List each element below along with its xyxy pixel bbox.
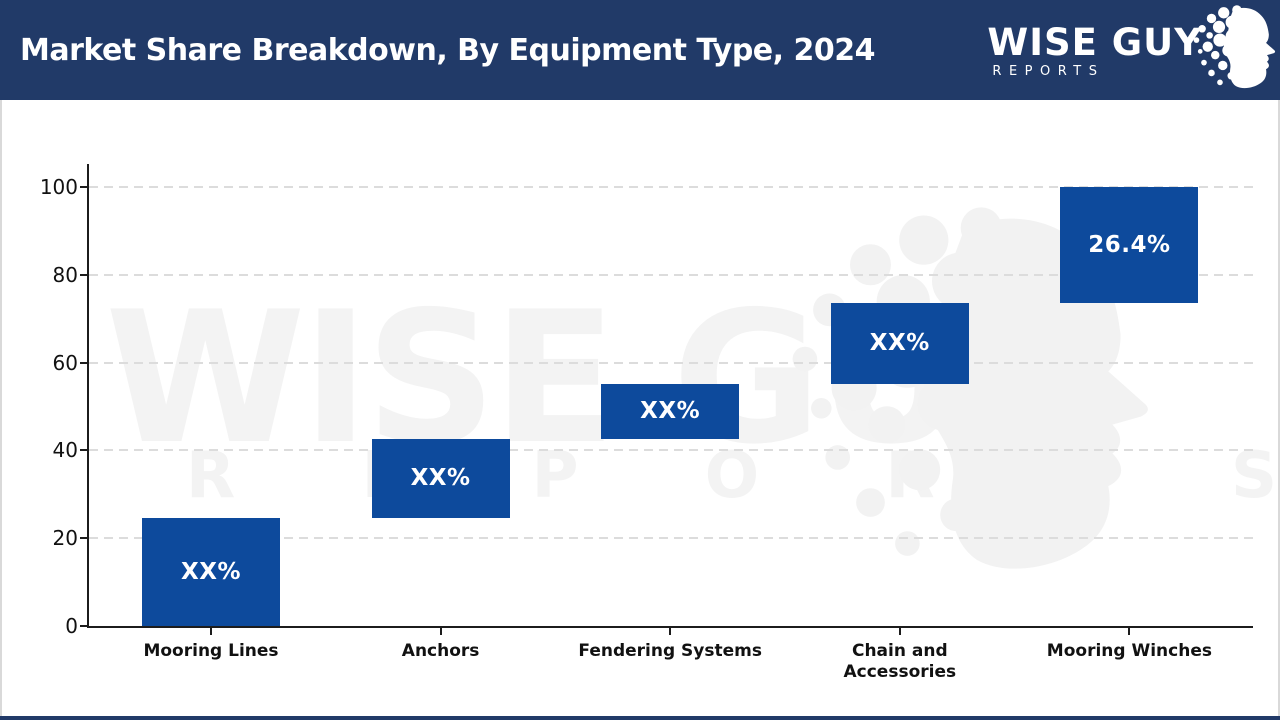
y-tick-mark-40 [80,449,87,452]
gridline-40 [89,449,1253,452]
gridline-60 [89,361,1253,364]
y-tick-label-20: 20 [52,526,78,551]
x-tick-mark-0 [210,628,212,635]
bar-value-label: XX% [410,465,471,492]
header-bar: Market Share Breakdown, By Equipment Typ… [0,0,1280,100]
x-axis-line [87,626,1253,628]
x-tick-mark-1 [439,628,442,635]
gridline-20 [89,537,1253,540]
logo-reports-text: REPORTS [992,64,1105,79]
wise-guy-reports-logo: WISE GUY REPORTS [987,0,1280,100]
footer-bar [0,716,1280,720]
page-title: Market Share Breakdown, By Equipment Typ… [20,32,875,68]
logo-dotted-head-icon [1188,4,1280,94]
y-tick-mark-80 [80,273,87,276]
y-tick-label-80: 80 [52,262,78,287]
frame-border-right [1278,100,1280,716]
chart-plot-area: XX% XX% XX% XX% 26.4% 0 20 40 60 80 100 Mooring L… [0,100,1280,716]
y-tick-mark-100 [80,186,87,188]
x-category-label: Chain and Accessories [843,641,957,683]
y-tick-mark-0 [80,625,87,627]
x-category-label: Mooring Winches [1046,641,1212,661]
y-tick-mark-20 [80,537,87,540]
bar-value-label: XX% [869,330,930,357]
bar-fendering-systems: XX% [601,383,740,439]
x-tick-mark-2 [669,628,672,635]
gridline-80 [89,273,1253,276]
y-tick-label-100: 100 [39,175,78,199]
logo-wise-guy-text: WISE GUY [987,21,1202,64]
y-tick-label-40: 40 [52,438,78,463]
bar-value-label: XX% [640,398,701,425]
x-tick-mark-4 [1128,628,1131,635]
y-tick-label-0: 0 [65,614,78,638]
logo-text: WISE GUY REPORTS [987,24,1202,79]
bar-chain-and-accessories: XX% [830,302,969,384]
y-axis-line [87,164,89,628]
bar-value-label: XX% [180,559,241,586]
y-tick-label-60: 60 [52,350,78,375]
y-tick-mark-60 [80,361,87,364]
x-tick-mark-3 [898,628,901,635]
bar-mooring-winches: 26.4% [1060,187,1199,303]
x-category-label: Fendering Systems [578,641,762,661]
x-category-label: Anchors [401,641,480,661]
bar-anchors: XX% [371,438,510,519]
bar-mooring-lines: XX% [142,518,280,626]
x-category-label: Mooring Lines [143,641,279,661]
frame-border-left [0,100,2,716]
gridline-100 [89,186,1253,188]
bar-value-label: 26.4% [1088,231,1171,258]
